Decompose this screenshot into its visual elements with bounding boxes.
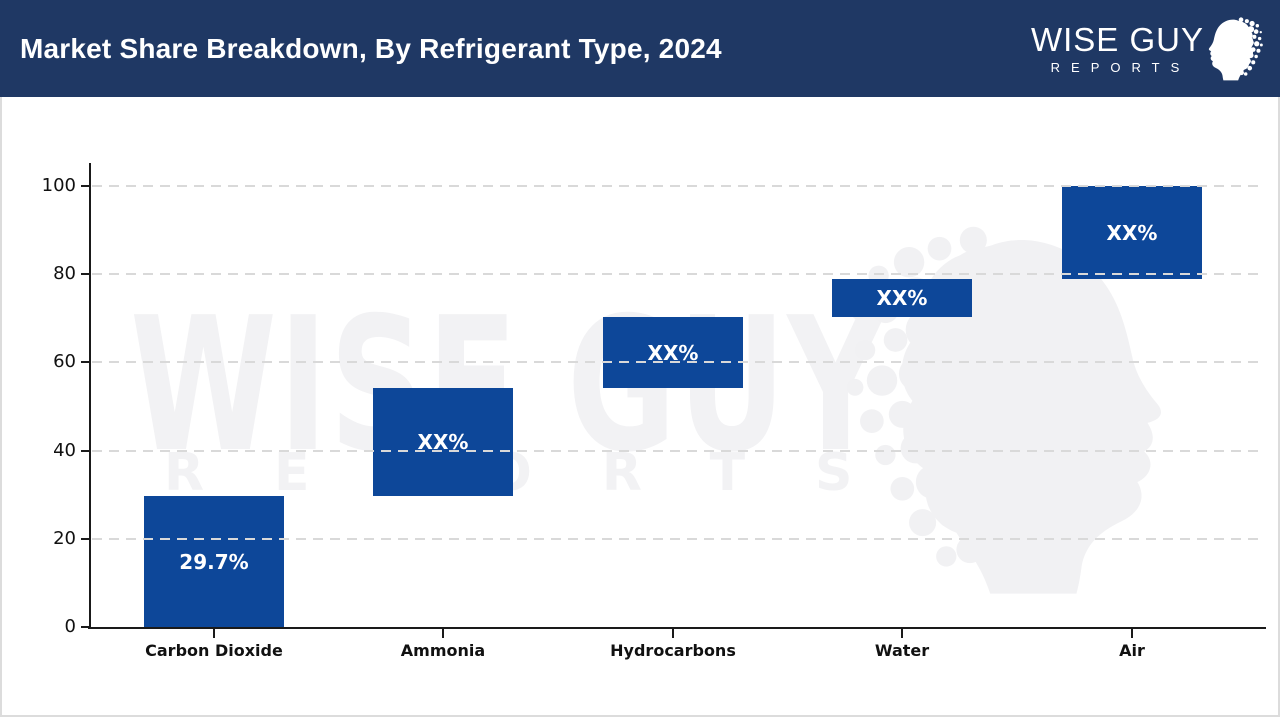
bar-value-label: XX% [647, 340, 699, 365]
x-tick-mark [213, 629, 215, 638]
x-tick-label: Air [1119, 641, 1145, 660]
x-tick-label: Hydrocarbons [610, 641, 736, 660]
y-tick-mark [81, 185, 89, 187]
y-tick-label: 0 [64, 616, 76, 637]
x-tick-mark [672, 629, 674, 638]
y-tick-mark [81, 273, 89, 276]
gridline-80 [92, 273, 1264, 276]
y-tick-label: 20 [53, 527, 76, 549]
y-tick-mark [81, 449, 89, 452]
logo-head-icon [1208, 11, 1266, 87]
x-tick-label: Carbon Dioxide [145, 641, 283, 660]
plot: 29.7% XX% XX% XX% XX% 0 20 40 60 80 100 Carbon Diox… [2, 97, 1278, 715]
bar-hydrocarbons: XX% [603, 317, 743, 388]
y-tick-label: 80 [53, 263, 76, 285]
y-tick-mark [81, 626, 89, 628]
logo-wordmark-line1: WISE GUY [1030, 21, 1204, 58]
y-tick-label: 100 [41, 175, 76, 196]
y-tick-label: 40 [53, 439, 76, 461]
x-tick-mark [442, 629, 444, 638]
bar-ammonia: XX% [373, 388, 513, 496]
header: Market Share Breakdown, By Refrigerant T… [0, 0, 1280, 97]
bar-water: XX% [832, 279, 972, 318]
page-title: Market Share Breakdown, By Refrigerant T… [20, 32, 722, 64]
x-tick-label: Water [874, 641, 930, 660]
bar-value-label: 29.7% [179, 549, 249, 574]
brand-logo: WISE GUY REPORTS [1031, 11, 1266, 87]
bar-value-label: XX% [1106, 220, 1158, 245]
gridline-40 [92, 449, 1264, 452]
gridline-60 [92, 361, 1264, 364]
y-tick-mark [81, 361, 89, 364]
x-axis-line [88, 627, 1266, 629]
x-tick-label: Ammonia [400, 641, 486, 660]
x-tick-mark [901, 629, 903, 638]
y-tick-mark [81, 537, 89, 540]
bar-carbon-dioxide: 29.7% [144, 496, 284, 627]
y-axis-line [89, 163, 91, 629]
chart-area: WISE GUY REPORTS 29.7% XX% XX% XX% XX% 0 20 40 6… [0, 97, 1280, 717]
x-tick-mark [1131, 629, 1133, 638]
gridline-20 [92, 537, 1264, 540]
logo-wordmark-line2: REPORTS [1050, 60, 1191, 75]
y-tick-label: 60 [53, 351, 76, 373]
gridline-100 [92, 185, 1264, 187]
bar-air: XX% [1062, 186, 1202, 280]
logo-wordmark: WISE GUY REPORTS [1031, 23, 1204, 74]
bar-value-label: XX% [876, 286, 928, 311]
